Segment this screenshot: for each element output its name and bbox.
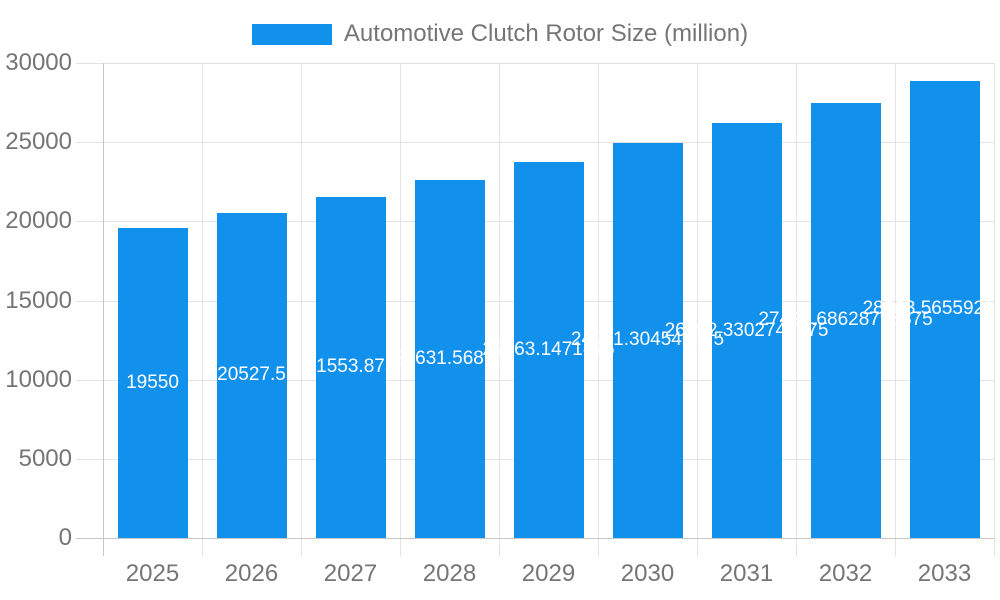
legend-item[interactable]: Automotive Clutch Rotor Size (million): [251, 20, 749, 48]
v-gridline-9: [994, 63, 995, 556]
h-tick-0: [76, 538, 103, 539]
x-tick-label-2026: 2026: [224, 560, 279, 587]
bar-2029[interactable]: [513, 161, 584, 538]
bar-value-label-2033: 28863.5655921875: [862, 298, 1000, 320]
bar-value-label-2031: 26192.3302741875: [664, 319, 829, 341]
bar-value-label-2026: 20527.5: [217, 364, 286, 386]
v-gridline-6: [697, 63, 698, 556]
legend-label: Automotive Clutch Rotor Size (million): [343, 20, 749, 47]
y-tick-label-25000: 25000: [5, 128, 72, 156]
bar-2032[interactable]: [810, 102, 881, 538]
bar-value-label-2029: 23763.1471875: [482, 338, 615, 360]
v-gridline-7: [796, 63, 797, 556]
v-gridline-3: [400, 63, 401, 556]
y-axis-line: [103, 63, 104, 556]
legend-swatch: [251, 23, 332, 45]
v-gridline-5: [598, 63, 599, 556]
y-tick-label-10000: 10000: [5, 365, 72, 393]
x-tick-label-2030: 2030: [620, 560, 675, 587]
bar-2026[interactable]: [216, 212, 287, 538]
x-tick-label-2032: 2032: [818, 560, 873, 587]
bar-2027[interactable]: [315, 196, 386, 538]
bar-2033[interactable]: [909, 80, 980, 538]
y-tick-label-15000: 15000: [5, 286, 72, 314]
bar-value-label-2028: 22631.56875: [394, 347, 505, 369]
x-tick-label-2027: 2027: [323, 560, 378, 587]
x-tick-label-2025: 2025: [125, 560, 180, 587]
bar-value-label-2030: 24951.304546875: [570, 329, 725, 351]
bar-value-label-2025: 19550: [126, 372, 179, 394]
bar-value-label-2027: 21553.875: [305, 356, 396, 378]
x-tick-label-2028: 2028: [422, 560, 477, 587]
h-gridline-30000: [76, 63, 994, 64]
x-tick-label-2031: 2031: [719, 560, 774, 587]
y-tick-label-5000: 5000: [18, 444, 72, 472]
bar-2028[interactable]: [414, 179, 485, 538]
bar-2031[interactable]: [711, 123, 782, 538]
bar-2025[interactable]: [117, 228, 188, 538]
h-gridline-25000: [76, 142, 994, 144]
bar-2030[interactable]: [612, 142, 683, 538]
v-gridline-4: [499, 63, 500, 556]
y-tick-label-20000: 20000: [5, 207, 72, 235]
bar-value-label-2032: 27491.68628796875: [758, 309, 933, 331]
v-gridline-8: [895, 63, 896, 556]
x-axis-line: [103, 538, 994, 539]
y-tick-label-30000: 30000: [5, 49, 72, 76]
v-gridline-1: [202, 63, 203, 556]
v-gridline-2: [301, 63, 302, 556]
x-tick-label-2029: 2029: [521, 560, 576, 587]
x-tick-label-2033: 2033: [917, 560, 972, 587]
y-tick-label-0: 0: [58, 524, 72, 551]
legend: Automotive Clutch Rotor Size (million): [0, 20, 1000, 48]
